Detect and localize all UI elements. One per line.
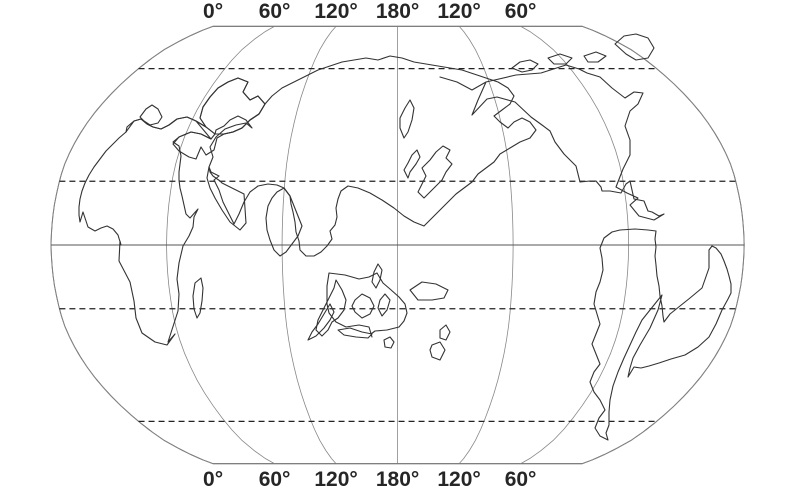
svg-text:60°: 60° xyxy=(259,0,291,23)
svg-text:120°: 120° xyxy=(437,0,480,23)
svg-text:180°: 180° xyxy=(376,0,419,23)
svg-text:120°: 120° xyxy=(437,468,480,491)
svg-text:0°: 0° xyxy=(203,0,223,23)
svg-text:0°: 0° xyxy=(203,468,223,491)
svg-text:120°: 120° xyxy=(314,0,357,23)
svg-text:60°: 60° xyxy=(505,0,537,23)
svg-text:60°: 60° xyxy=(259,468,291,491)
svg-text:120°: 120° xyxy=(314,468,357,491)
svg-text:180°: 180° xyxy=(376,468,419,491)
svg-text:60°: 60° xyxy=(505,468,537,491)
